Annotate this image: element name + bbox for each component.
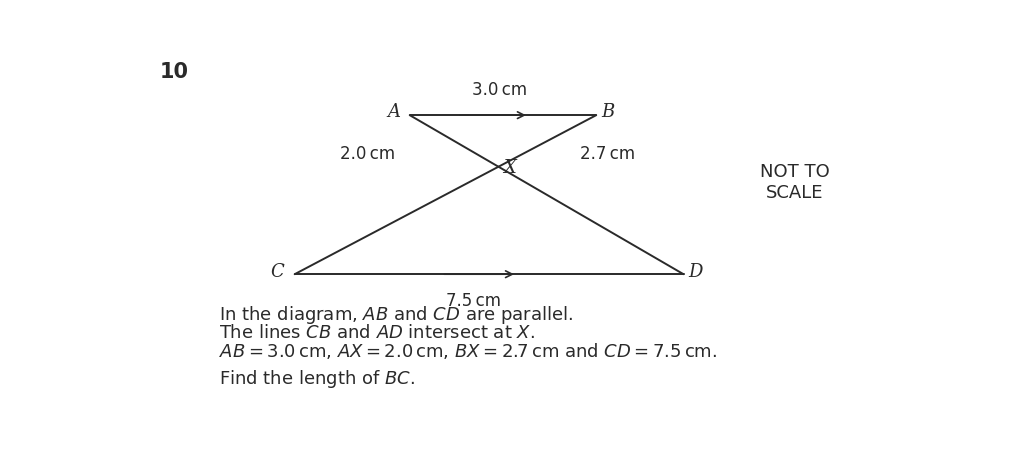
Text: NOT TO: NOT TO	[760, 162, 829, 181]
Text: 7.5 cm: 7.5 cm	[445, 292, 501, 310]
Text: $AB = 3.0\,\mathrm{cm}$, $AX = 2.0\,\mathrm{cm}$, $BX = 2.7\,\mathrm{cm}$ and $C: $AB = 3.0\,\mathrm{cm}$, $AX = 2.0\,\mat…	[219, 341, 718, 361]
Text: 10: 10	[160, 62, 188, 82]
Text: Find the length of $BC$.: Find the length of $BC$.	[219, 368, 416, 390]
Text: The lines $CB$ and $AD$ intersect at $X$.: The lines $CB$ and $AD$ intersect at $X$…	[219, 324, 536, 341]
Text: X: X	[503, 159, 516, 177]
Text: SCALE: SCALE	[766, 184, 823, 202]
Text: C: C	[270, 263, 284, 281]
Text: 3.0 cm: 3.0 cm	[472, 81, 527, 100]
Text: A: A	[387, 103, 400, 121]
Text: 2.0 cm: 2.0 cm	[340, 145, 395, 163]
Text: 2.7 cm: 2.7 cm	[581, 145, 636, 163]
Text: In the diagram, $AB$ and $CD$ are parallel.: In the diagram, $AB$ and $CD$ are parall…	[219, 304, 573, 326]
Text: D: D	[688, 263, 702, 281]
Text: B: B	[601, 103, 614, 121]
